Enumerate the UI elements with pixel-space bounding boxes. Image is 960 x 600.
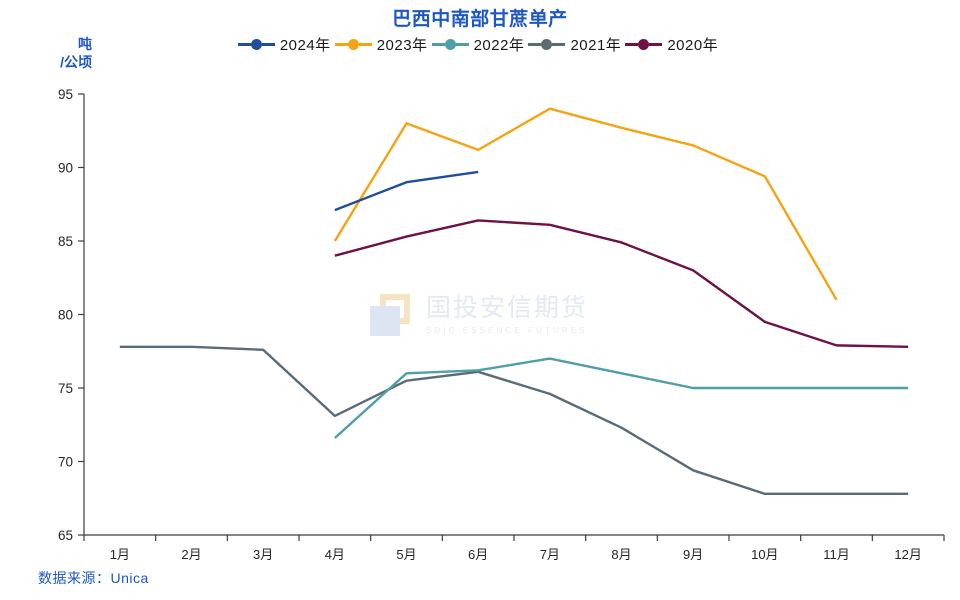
y-axis-tick-label: 70 (58, 455, 73, 470)
x-axis-tick-label: 1月 (110, 547, 130, 562)
legend-marker-icon (541, 39, 553, 50)
x-axis-tick-label: 9月 (683, 547, 703, 562)
legend-item-2022年[interactable]: 2022年 (431, 34, 529, 55)
legend-line-icon (261, 43, 275, 46)
legend-label: 2020年 (667, 37, 719, 54)
legend-line-icon (625, 43, 639, 46)
legend-marker-icon (444, 39, 456, 50)
x-axis-tick-label: 2月 (181, 547, 201, 562)
chart-legend: 2024年 2023年 2022年 2021年 2020年 (0, 34, 960, 55)
x-axis-tick-label: 3月 (253, 547, 273, 562)
legend-label: 2022年 (473, 37, 525, 54)
legend-marker-icon (347, 39, 359, 50)
legend-marker-icon (638, 39, 650, 50)
series-line-2022年 (334, 357, 909, 439)
x-axis-tick-label: 5月 (396, 547, 416, 562)
series-line-2023年 (333, 107, 838, 301)
series-line-2021年 (119, 345, 909, 496)
legend-line-icon (455, 43, 469, 46)
legend-label: 2021年 (570, 37, 622, 54)
legend-item-2020年[interactable]: 2020年 (625, 34, 722, 55)
legend-label: 2023年 (376, 37, 428, 54)
x-axis-tick-label: 8月 (611, 547, 631, 562)
legend-item-2024年[interactable]: 2024年 (237, 34, 335, 55)
legend-marker-icon (250, 39, 262, 50)
y-axis-tick-label: 90 (58, 161, 73, 176)
x-axis-tick-label: 10月 (751, 547, 778, 562)
chart-title: 巴西中南部甘蔗单产 (392, 9, 568, 30)
x-axis-tick-label: 4月 (325, 547, 345, 562)
legend-item-2023年[interactable]: 2023年 (334, 34, 432, 55)
y-axis-tick-label: 85 (58, 234, 73, 249)
y-axis-unit-line1: 吨 (78, 36, 92, 52)
x-axis-tick-label: 12月 (894, 547, 921, 562)
legend-line-icon (237, 43, 251, 46)
legend-line-icon (431, 43, 445, 46)
legend-label: 2024年 (279, 37, 331, 54)
legend-line-icon (334, 43, 348, 46)
x-axis-tick-label: 11月 (823, 547, 850, 562)
legend-line-icon (358, 43, 372, 46)
legend-line-icon (649, 43, 663, 46)
legend-item-2021年[interactable]: 2021年 (528, 34, 625, 55)
y-axis-tick-label: 65 (58, 528, 73, 543)
x-axis-tick-label: 6月 (468, 547, 488, 562)
y-axis-tick-label: 75 (58, 381, 73, 396)
legend-line-icon (552, 43, 566, 46)
series-line-2020年 (334, 219, 909, 349)
x-axis-tick-label: 7月 (540, 547, 560, 562)
legend-line-icon (528, 43, 542, 46)
series-line-2024年 (334, 170, 479, 212)
source-note: 数据来源：Unica (38, 570, 149, 586)
y-axis-tick-label: 95 (58, 87, 73, 102)
y-axis-unit-line2: /公顷 (60, 53, 92, 70)
y-axis-unit-label: 吨 /公顷 (22, 36, 92, 71)
y-axis-tick-label: 80 (58, 308, 73, 323)
